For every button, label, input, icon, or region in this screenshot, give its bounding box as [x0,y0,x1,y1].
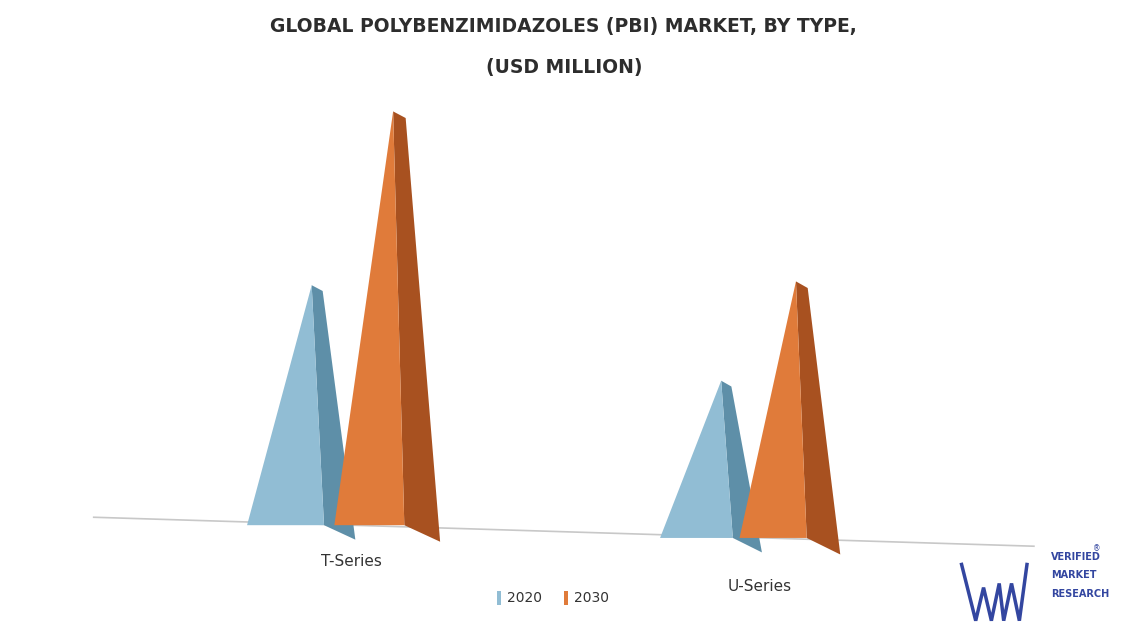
Text: U-Series: U-Series [727,579,791,594]
Text: MARKET: MARKET [1051,570,1096,580]
Polygon shape [312,285,356,540]
Polygon shape [393,111,440,542]
Bar [497,591,500,605]
Polygon shape [739,281,807,538]
Text: VERIFIED: VERIFIED [1051,552,1101,562]
Text: GLOBAL POLYBENZIMIDAZOLES (PBI) MARKET, BY TYPE,: GLOBAL POLYBENZIMIDAZOLES (PBI) MARKET, … [271,16,857,36]
Polygon shape [247,285,324,525]
Text: (USD MILLION): (USD MILLION) [485,58,642,77]
Polygon shape [660,381,733,538]
Text: 2030: 2030 [575,591,610,605]
Polygon shape [721,381,762,552]
Text: 2020: 2020 [507,591,542,605]
Text: T-Series: T-Series [321,554,382,569]
Text: ®: ® [1093,545,1101,554]
Bar [563,591,568,605]
Polygon shape [796,281,840,555]
Text: RESEARCH: RESEARCH [1051,589,1109,599]
Polygon shape [334,111,404,525]
